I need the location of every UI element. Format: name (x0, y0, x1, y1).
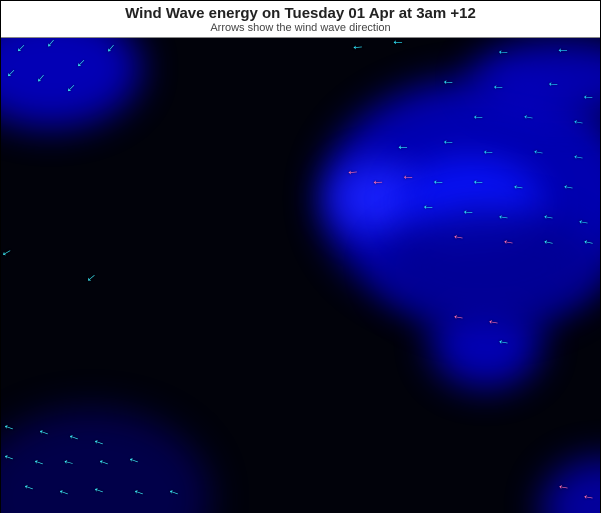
map-subtitle: Arrows show the wind wave direction (1, 22, 600, 34)
wave-direction-arrow-icon: → (83, 270, 103, 290)
wave-direction-arrow-icon: → (391, 38, 405, 52)
wave-direction-arrow-icon: → (1, 245, 18, 264)
energy-blob (1, 38, 141, 128)
map-header: Wind Wave energy on Tuesday 01 Apr at 3a… (1, 1, 600, 38)
map-title: Wind Wave energy on Tuesday 01 Apr at 3a… (1, 1, 600, 22)
energy-blob (1, 408, 211, 513)
map-container: Wind Wave energy on Tuesday 01 Apr at 3a… (0, 0, 601, 513)
wave-energy-map: →→→→→→→→→→→→→→→→→→→→→→→→→→→→→→→→→→→→→→→→… (1, 38, 600, 513)
energy-blob (381, 208, 600, 328)
energy-blob (541, 458, 600, 513)
wave-direction-arrow-icon: → (350, 42, 365, 57)
